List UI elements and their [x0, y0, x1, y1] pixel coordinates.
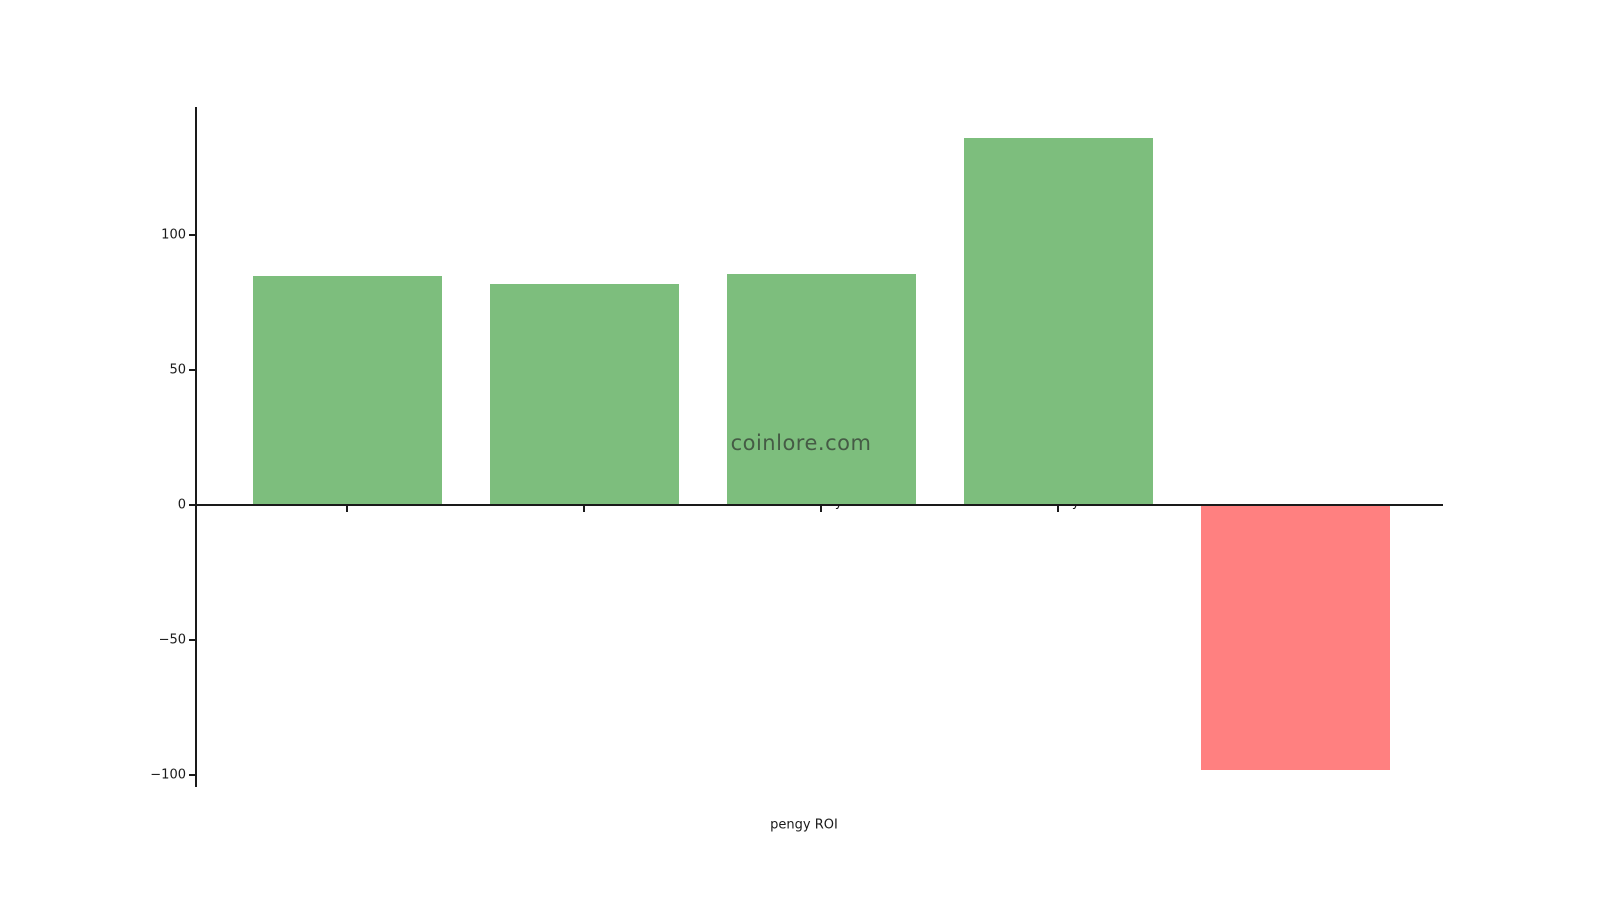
y-tick-mark — [189, 639, 195, 641]
bar — [252, 275, 442, 506]
bar — [489, 283, 679, 506]
y-tick-mark — [189, 369, 195, 371]
x-tick-mark — [1057, 506, 1059, 513]
y-tick-mark — [189, 234, 195, 236]
x-tick-mark — [820, 506, 822, 513]
x-axis-title: pengy ROI — [770, 817, 838, 833]
y-tick-mark — [189, 774, 195, 776]
bar — [963, 137, 1153, 506]
x-tick-mark — [346, 506, 348, 513]
bar — [1200, 505, 1390, 770]
watermark-text: coinlore.com — [730, 431, 872, 455]
x-axis-spine — [196, 504, 1443, 506]
y-tick-label: −50 — [158, 632, 186, 648]
bar — [726, 274, 916, 506]
y-tick-label: 100 — [161, 227, 186, 243]
y-tick-label: −100 — [150, 767, 186, 783]
y-axis-spine — [195, 107, 197, 787]
y-tick-label: 50 — [169, 362, 186, 378]
y-tick-label: 0 — [177, 497, 186, 513]
x-tick-mark — [583, 506, 585, 513]
y-tick-mark — [189, 504, 195, 506]
